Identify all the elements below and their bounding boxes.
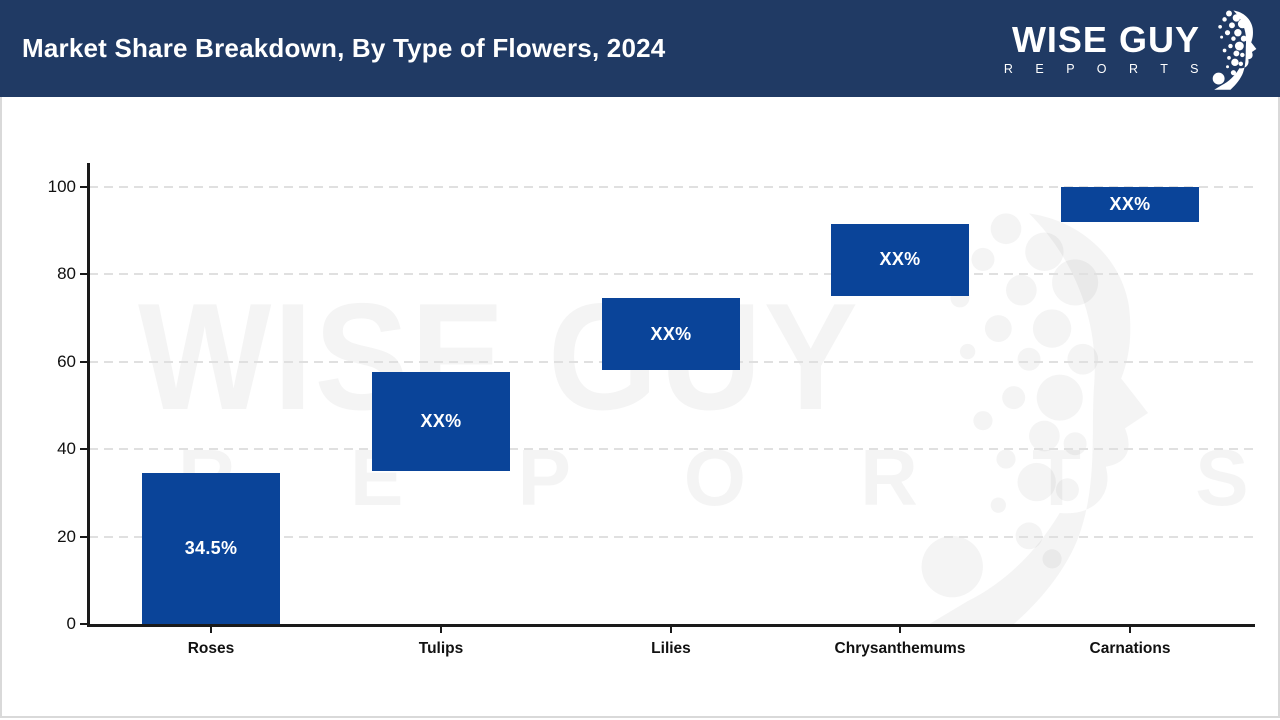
gridline-40 [89, 448, 1255, 450]
y-tick-label-20: 20 [57, 526, 76, 546]
x-axis-line [87, 624, 1255, 627]
x-axis-tick-chrysanthemums [899, 626, 901, 633]
bar-carnations: XX% [1061, 186, 1199, 222]
page-right-border [1278, 97, 1280, 718]
bar-value-label-chrysanthemums: XX% [879, 249, 921, 270]
y-axis-tick-20 [80, 535, 87, 538]
x-axis-tick-roses [210, 626, 212, 633]
y-tick-label-0: 0 [66, 614, 76, 633]
bar-tulips: XX% [372, 372, 510, 471]
y-axis-line [87, 163, 90, 626]
y-axis-tick-40 [80, 448, 87, 450]
bar-lilies: XX% [602, 298, 740, 371]
bar-chrysanthemums: XX% [831, 223, 969, 296]
y-axis-tick-80 [80, 273, 87, 275]
y-tick-label-40: 40 [57, 439, 76, 458]
page-left-border [0, 97, 2, 718]
bar-value-label-roses: 34.5% [184, 538, 238, 559]
gridline-20 [89, 535, 1255, 538]
y-tick-label-60: 60 [57, 351, 76, 371]
x-axis-tick-tulips [440, 626, 442, 633]
logo-wise-guy: WISE GUY [1011, 19, 1200, 60]
bar-value-label-tulips: XX% [420, 411, 462, 432]
y-tick-label-80: 80 [57, 264, 76, 283]
x-category-label-lilies: Lilies [651, 640, 691, 657]
x-axis-tick-carnations [1129, 626, 1131, 633]
page-title: Market Share Breakdown, By Type of Flowe… [22, 33, 666, 63]
x-category-label-roses: Roses [187, 640, 235, 657]
logo-reports: R E P O R T S [1003, 62, 1208, 76]
x-category-label-carnations: Carnations [1089, 640, 1171, 657]
x-category-label-chrysanthemums: Chrysanthemums [834, 640, 966, 657]
y-axis-tick-0 [80, 623, 87, 625]
logo-text: WISE GUY R E P O R T S [1004, 21, 1208, 77]
gridline-80 [89, 273, 1255, 275]
y-tick-label-100: 100 [47, 176, 76, 196]
bar-value-label-lilies: XX% [650, 323, 692, 344]
bar-value-label-carnations: XX% [1109, 193, 1151, 214]
bar-roses: 34.5% [142, 473, 280, 624]
y-axis-tick-60 [80, 360, 87, 363]
x-category-label-tulips: Tulips [418, 640, 464, 657]
wise-guy-reports-logo: WISE GUY R E P O R T S [1004, 6, 1266, 92]
header-bar: Market Share Breakdown, By Type of Flowe… [0, 0, 1280, 97]
y-axis-tick-100 [80, 185, 87, 188]
page-bottom-border [0, 716, 1280, 718]
gridline-100 [89, 185, 1255, 188]
x-axis-tick-lilies [670, 626, 672, 633]
